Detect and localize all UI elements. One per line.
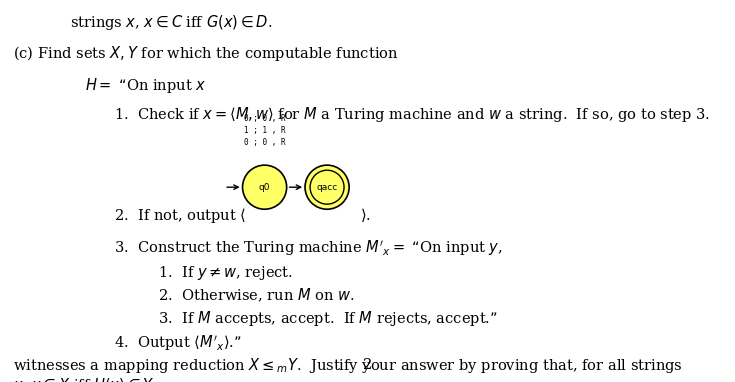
Ellipse shape xyxy=(305,165,349,209)
Text: 1.  If $y \neq w$, reject.: 1. If $y \neq w$, reject. xyxy=(158,264,293,282)
Text: q0: q0 xyxy=(259,183,270,192)
Text: 1.  Check if $x = \langle M, w\rangle$ for $M$ a Turing machine and $w$ a string: 1. Check if $x = \langle M, w\rangle$ fo… xyxy=(114,105,710,124)
Text: 2.  If not, output $\langle$: 2. If not, output $\langle$ xyxy=(114,206,246,225)
Text: $x$, $x \in X$ iff $H(x) \in Y$.: $x$, $x \in X$ iff $H(x) \in Y$. xyxy=(13,376,157,382)
Text: 2.  Otherwise, run $M$ on $w$.: 2. Otherwise, run $M$ on $w$. xyxy=(158,286,355,304)
Text: 3.  If $M$ accepts, accept.  If $M$ rejects, accept.”: 3. If $M$ accepts, accept. If $M$ reject… xyxy=(158,309,498,329)
Text: qacc: qacc xyxy=(317,183,337,192)
Text: strings $x$, $x \in C$ iff $G(x) \in D$.: strings $x$, $x \in C$ iff $G(x) \in D$. xyxy=(70,13,272,32)
Text: 0 ; 0 , R
1 ; 1 , R
0 ; 0 , R: 0 ; 0 , R 1 ; 1 , R 0 ; 0 , R xyxy=(244,115,285,147)
Text: $H =$ “On input $x$: $H =$ “On input $x$ xyxy=(85,76,206,96)
Text: (c) Find sets $X, Y$ for which the computable function: (c) Find sets $X, Y$ for which the compu… xyxy=(13,44,399,63)
Text: witnesses a mapping reduction $X \leq_m Y$.  Justify your answer by proving that: witnesses a mapping reduction $X \leq_m … xyxy=(13,356,683,375)
Text: 4.  Output $\langle M'_x\rangle$.”: 4. Output $\langle M'_x\rangle$.” xyxy=(114,333,242,353)
Text: 2: 2 xyxy=(363,358,372,372)
Text: $\rangle$.: $\rangle$. xyxy=(360,206,371,224)
Text: 3.  Construct the Turing machine $M'_x =$ “On input $y$,: 3. Construct the Turing machine $M'_x =$… xyxy=(114,239,503,258)
Ellipse shape xyxy=(243,165,287,209)
